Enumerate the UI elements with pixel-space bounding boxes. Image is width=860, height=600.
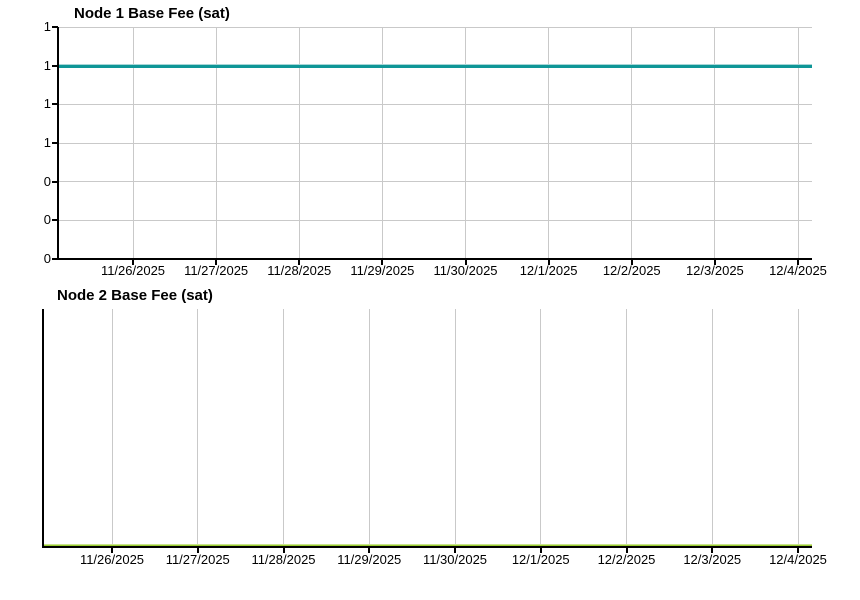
y-tick-mark bbox=[52, 26, 58, 28]
x-tick-mark bbox=[196, 547, 199, 553]
x-tick-label: 11/28/2025 bbox=[267, 263, 332, 278]
x-axis bbox=[42, 546, 812, 548]
x-tick-label: 12/3/2025 bbox=[685, 263, 744, 278]
x-tick-label: 12/4/2025 bbox=[769, 263, 827, 278]
x-tick-mark bbox=[547, 259, 550, 265]
x-tick-mark bbox=[464, 259, 467, 265]
x-tick-label: 12/2/2025 bbox=[602, 263, 661, 278]
x-tick-label: 11/26/2025 bbox=[79, 552, 145, 567]
y-tick-mark bbox=[52, 142, 58, 144]
x-tick-label: 11/28/2025 bbox=[251, 552, 316, 567]
y-tick-label: 1 bbox=[43, 96, 51, 112]
y-tick-mark bbox=[52, 103, 58, 106]
x-tick-mark bbox=[625, 547, 628, 553]
gridline-horizontal bbox=[58, 219, 812, 221]
x-tick-label: 12/1/2025 bbox=[519, 263, 578, 278]
x-tick-label: 11/26/2025 bbox=[100, 263, 166, 278]
series-line bbox=[58, 64, 812, 68]
gridline-horizontal bbox=[58, 181, 812, 183]
y-axis bbox=[42, 309, 44, 548]
gridline-vertical bbox=[111, 309, 113, 547]
y-tick-mark bbox=[52, 219, 58, 222]
x-tick-mark bbox=[797, 547, 799, 553]
y-tick-label: 1 bbox=[43, 57, 51, 73]
x-tick-label: 12/1/2025 bbox=[511, 552, 570, 567]
gridline-vertical bbox=[797, 309, 799, 547]
x-tick-label: 12/2/2025 bbox=[597, 552, 656, 567]
x-tick-mark bbox=[713, 259, 716, 265]
x-tick-mark bbox=[215, 259, 218, 265]
y-tick-mark bbox=[52, 64, 58, 67]
x-tick-label: 11/29/2025 bbox=[350, 263, 415, 278]
y-tick-label: 1 bbox=[43, 135, 51, 150]
gridline-vertical bbox=[283, 309, 284, 547]
y-tick-label: 1 bbox=[43, 19, 51, 34]
x-tick-label: 12/4/2025 bbox=[769, 552, 827, 567]
y-axis bbox=[57, 27, 59, 260]
x-tick-mark bbox=[630, 259, 633, 265]
chart-title: Node 1 Base Fee (sat) bbox=[74, 5, 230, 22]
y-tick-mark bbox=[52, 258, 58, 260]
x-tick-label: 11/29/2025 bbox=[337, 552, 402, 567]
y-tick-label: 0 bbox=[43, 251, 51, 266]
gridline-horizontal bbox=[58, 26, 812, 28]
x-tick-mark bbox=[368, 547, 371, 553]
x-tick-mark bbox=[539, 547, 542, 553]
gridline-horizontal bbox=[58, 142, 812, 144]
x-tick-label: 11/30/2025 bbox=[433, 263, 498, 278]
x-axis bbox=[57, 258, 812, 260]
x-tick-label: 11/27/2025 bbox=[165, 552, 230, 567]
x-tick-mark bbox=[282, 547, 285, 553]
gridline-vertical bbox=[197, 309, 199, 547]
x-tick-mark bbox=[454, 547, 456, 553]
gridline-vertical bbox=[711, 309, 713, 547]
gridline-vertical bbox=[368, 309, 370, 547]
gridline-horizontal bbox=[58, 103, 812, 105]
gridline-vertical bbox=[454, 309, 456, 547]
x-tick-mark bbox=[111, 547, 113, 553]
x-tick-label: 11/27/2025 bbox=[184, 263, 249, 278]
x-tick-mark bbox=[711, 547, 714, 553]
gridline-vertical bbox=[540, 309, 542, 547]
gridline-vertical bbox=[626, 309, 627, 547]
chart-title: Node 2 Base Fee (sat) bbox=[57, 287, 213, 304]
x-tick-mark bbox=[132, 259, 134, 265]
x-tick-mark bbox=[797, 259, 799, 265]
y-tick-label: 0 bbox=[43, 212, 51, 228]
x-tick-label: 11/30/2025 bbox=[422, 552, 488, 567]
y-tick-mark bbox=[52, 180, 58, 183]
y-tick-label: 0 bbox=[43, 173, 51, 189]
x-tick-mark bbox=[381, 259, 384, 265]
x-tick-mark bbox=[298, 259, 301, 265]
x-tick-label: 12/3/2025 bbox=[683, 552, 742, 567]
